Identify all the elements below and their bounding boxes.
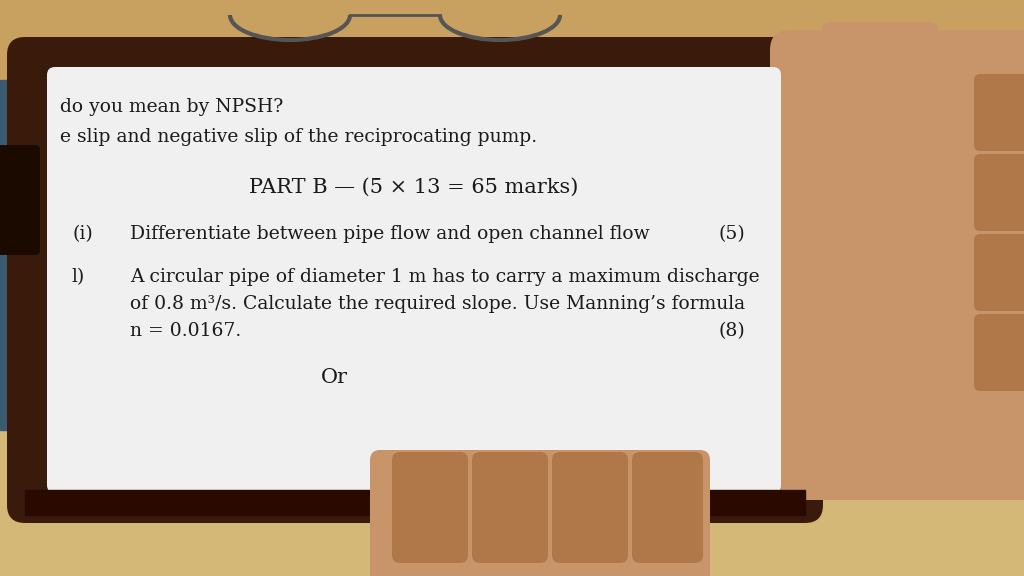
Text: l): l) [72,268,85,286]
FancyBboxPatch shape [770,30,1024,500]
FancyBboxPatch shape [7,37,823,523]
FancyBboxPatch shape [974,74,1024,151]
FancyBboxPatch shape [552,452,628,563]
Text: (8): (8) [718,322,744,340]
Text: n = 0.0167.: n = 0.0167. [130,322,242,340]
Bar [25,490,805,515]
Text: e slip and negative slip of the reciprocating pump.: e slip and negative slip of the reciproc… [60,128,538,146]
FancyBboxPatch shape [392,452,468,563]
Text: of 0.8 m³/s. Calculate the required slope. Use Manning’s formula: of 0.8 m³/s. Calculate the required slop… [130,295,745,313]
FancyBboxPatch shape [974,234,1024,311]
FancyBboxPatch shape [47,67,781,493]
FancyBboxPatch shape [370,450,710,576]
FancyBboxPatch shape [974,154,1024,231]
Text: do you mean by NPSH?: do you mean by NPSH? [60,98,284,116]
FancyBboxPatch shape [472,452,548,563]
FancyBboxPatch shape [0,145,40,255]
Text: Differentiate between pipe flow and open channel flow: Differentiate between pipe flow and open… [130,225,649,243]
Text: (i): (i) [72,225,93,243]
Bar [0,430,1024,576]
Text: A circular pipe of diameter 1 m has to carry a maximum discharge: A circular pipe of diameter 1 m has to c… [130,268,760,286]
Text: Or: Or [321,368,347,387]
FancyBboxPatch shape [822,22,938,93]
Bar [0,80,30,430]
FancyBboxPatch shape [974,314,1024,391]
FancyBboxPatch shape [632,452,703,563]
Text: PART B — (5 × 13 = 65 marks): PART B — (5 × 13 = 65 marks) [249,178,579,197]
Text: (5): (5) [718,225,744,243]
